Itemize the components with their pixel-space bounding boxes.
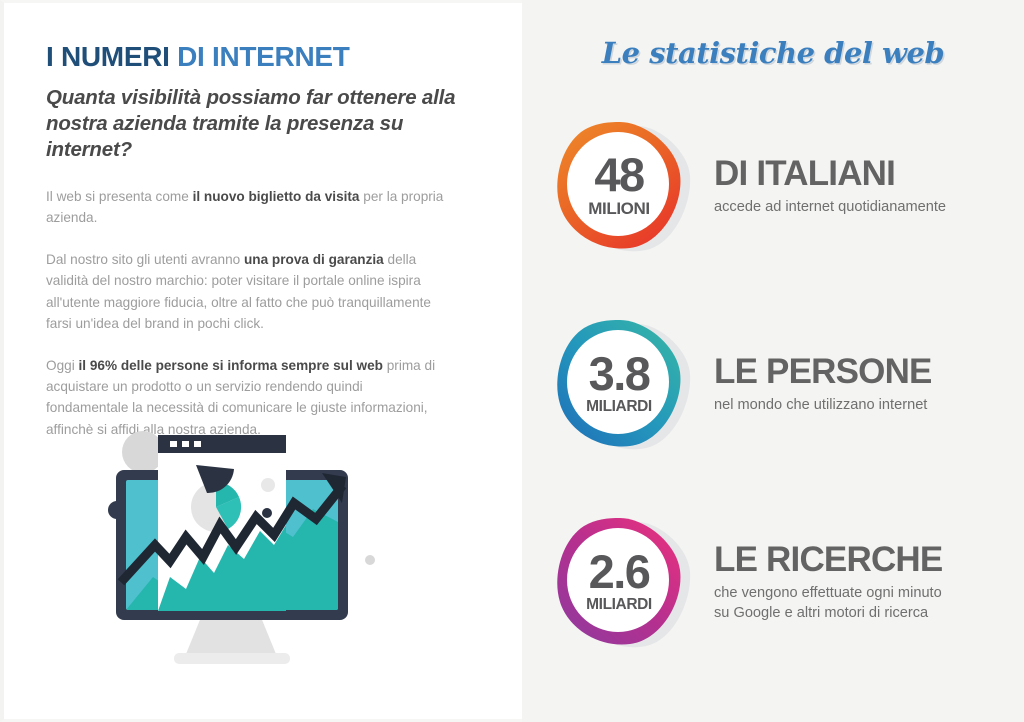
browser-dot-1 bbox=[170, 441, 177, 447]
browser-titlebar bbox=[158, 435, 286, 453]
page-subtitle: Quanta visibilità possiamo far ottenere … bbox=[46, 86, 456, 162]
stat-row-persone: 3.8 MILIARDI LE PERSONE nel mondo che ut… bbox=[550, 316, 1020, 458]
stat-copy-ricerche: LE RICERCHE che vengono effettuate ogni … bbox=[698, 540, 943, 627]
badge-inner-circle bbox=[567, 132, 669, 236]
paragraph-3-emphasis: il 96% delle persone si informa sempre s… bbox=[78, 357, 383, 373]
stat-subtitle-line-1: accede ad internet quotidianamente bbox=[714, 199, 947, 216]
paragraph-3-text-b: prima di acquistare un prodotto o un ser… bbox=[46, 357, 436, 437]
trend-arrow-head bbox=[322, 473, 346, 503]
stat-subtitle: che vengono effettuate ogni minuto su Go… bbox=[714, 584, 942, 623]
monitor-base bbox=[174, 653, 290, 664]
decor-dot-right bbox=[365, 555, 375, 565]
paragraph-1-emphasis: il nuovo biglietto da visita bbox=[192, 188, 360, 204]
left-content-panel: I NUMERI DI INTERNET Quanta visibilità p… bbox=[0, 0, 522, 722]
pie-chart bbox=[191, 465, 242, 532]
stat-row-italiani: 48 MILIONI DI ITALIANI accede ad interne… bbox=[550, 118, 1020, 260]
stat-title: LE PERSONE bbox=[714, 352, 932, 392]
page-title-accent: DI INTERNET bbox=[177, 41, 350, 72]
badge-inner-circle bbox=[567, 528, 669, 632]
paragraph-3: Oggi il 96% delle persone si informa sem… bbox=[46, 355, 448, 441]
stat-badge-48-milioni: 48 MILIONI bbox=[550, 118, 698, 260]
stat-subtitle-line-1: nel mondo che utilizzano internet bbox=[714, 397, 928, 414]
stat-subtitle-line-2: su Google e altri motori di ricerca bbox=[714, 605, 929, 621]
stat-row-ricerche: 2.6 MILIARDI LE RICERCHE che vengono eff… bbox=[550, 514, 1020, 656]
stat-subtitle: accede ad internet quotidianamente bbox=[714, 198, 946, 218]
paragraph-2-text-a: Dal nostro sito gli utenti avranno bbox=[46, 251, 244, 267]
paragraph-3-text-a: Oggi bbox=[46, 357, 79, 373]
page-title-primary: I NUMERI bbox=[46, 41, 178, 72]
trend-arrow bbox=[117, 482, 347, 586]
window-area-chart bbox=[158, 525, 286, 611]
paragraph-2-emphasis: una prova di garanzia bbox=[243, 251, 384, 267]
badge-inner-circle bbox=[567, 330, 669, 434]
browser-dot-3 bbox=[194, 441, 201, 447]
stat-subtitle: nel mondo che utilizzano internet bbox=[714, 396, 932, 416]
monitor-neck-shade bbox=[186, 610, 276, 654]
paragraph-2-text-b: della validità del nostro marchio: poter… bbox=[46, 251, 431, 332]
stat-title: LE RICERCHE bbox=[714, 540, 943, 580]
stat-badge-38-miliardi: 3.8 MILIARDI bbox=[550, 316, 698, 458]
stat-subtitle-line-1: che vengono effettuate ogni minuto bbox=[714, 585, 942, 602]
stat-copy-persone: LE PERSONE nel mondo che utilizzano inte… bbox=[698, 354, 932, 420]
paragraph-2: Dal nostro sito gli utenti avranno una p… bbox=[46, 249, 448, 335]
paragraph-1-text-b: per la propria azienda. bbox=[46, 188, 444, 226]
paragraph-1-text-a: Il web si presenta come bbox=[46, 188, 193, 204]
browser-dot-2 bbox=[182, 441, 189, 447]
decor-circle-large bbox=[122, 431, 164, 473]
stat-title: DI ITALIANI bbox=[714, 154, 896, 194]
left-text-block: I NUMERI DI INTERNET Quanta visibilità p… bbox=[4, 3, 522, 440]
decor-dot-window bbox=[261, 478, 275, 492]
stats-panel: Le statistiche del web bbox=[522, 0, 1024, 722]
page-title: I NUMERI DI INTERNET bbox=[46, 41, 482, 73]
stats-heading: Le statistiche del web bbox=[601, 36, 945, 70]
stat-copy-italiani: DI ITALIANI accede ad internet quotidian… bbox=[698, 156, 946, 222]
paragraph-1: Il web si presenta come il nuovo bigliet… bbox=[46, 186, 448, 229]
stat-badge-26-miliardi: 2.6 MILIARDI bbox=[550, 514, 698, 656]
monitor-analytics-illustration bbox=[108, 427, 408, 707]
pie-wedge-exploded bbox=[196, 465, 234, 494]
decor-dot-dark-center bbox=[262, 508, 272, 518]
